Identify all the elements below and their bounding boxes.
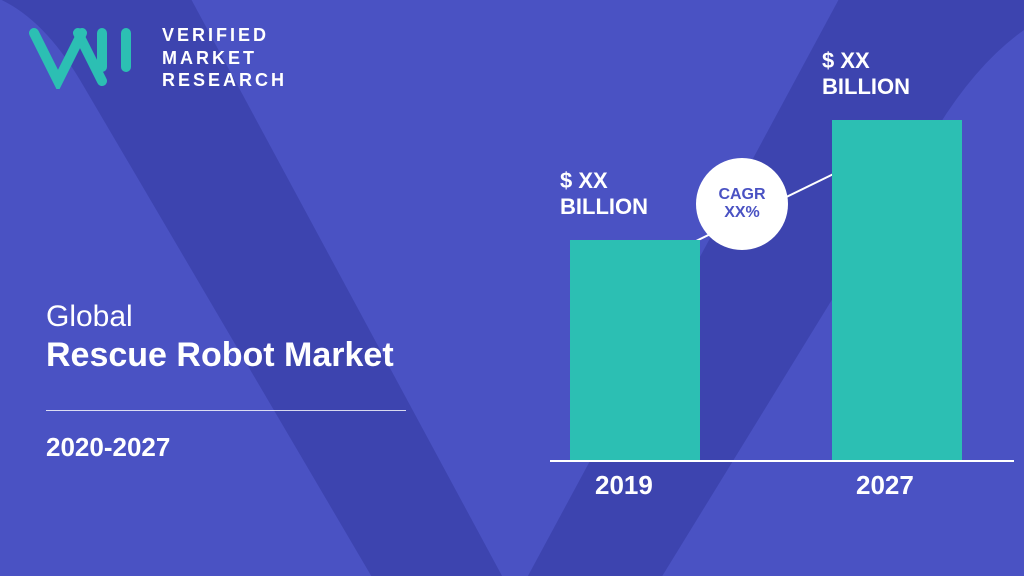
bar-2019 [570, 240, 700, 460]
bar-2027-year: 2027 [856, 470, 914, 501]
bar-2019-value-label: $ XX BILLION [560, 168, 648, 221]
brand-logo: VERIFIED MARKET RESEARCH [28, 24, 287, 92]
logo-text-line2: MARKET [162, 47, 287, 70]
logo-mark-icon [28, 27, 148, 89]
bar-2019-year: 2019 [595, 470, 653, 501]
logo-text: VERIFIED MARKET RESEARCH [162, 24, 287, 92]
title-block: Global Rescue Robot Market [46, 300, 394, 375]
infographic-canvas: VERIFIED MARKET RESEARCH Global Rescue R… [0, 0, 1024, 576]
title-divider [46, 410, 406, 411]
bar-2027-value-top: $ XX [822, 48, 910, 74]
logo-text-line1: VERIFIED [162, 24, 287, 47]
cagr-line2: XX% [724, 204, 760, 222]
cagr-line1: CAGR [718, 186, 765, 204]
year-range: 2020-2027 [46, 432, 170, 463]
title-line2: Rescue Robot Market [46, 336, 394, 375]
bar-2027-value-label: $ XX BILLION [822, 48, 910, 101]
bar-2027 [832, 120, 962, 460]
bar-2019-value-bottom: BILLION [560, 194, 648, 220]
bar-chart: $ XX BILLION 2019 $ XX BILLION 2027 CAGR… [540, 0, 1024, 576]
chart-baseline [550, 460, 1014, 462]
bar-2019-value-top: $ XX [560, 168, 648, 194]
cagr-badge: CAGR XX% [696, 158, 788, 250]
logo-text-line3: RESEARCH [162, 69, 287, 92]
bar-2027-value-bottom: BILLION [822, 74, 910, 100]
title-line1: Global [46, 300, 394, 334]
